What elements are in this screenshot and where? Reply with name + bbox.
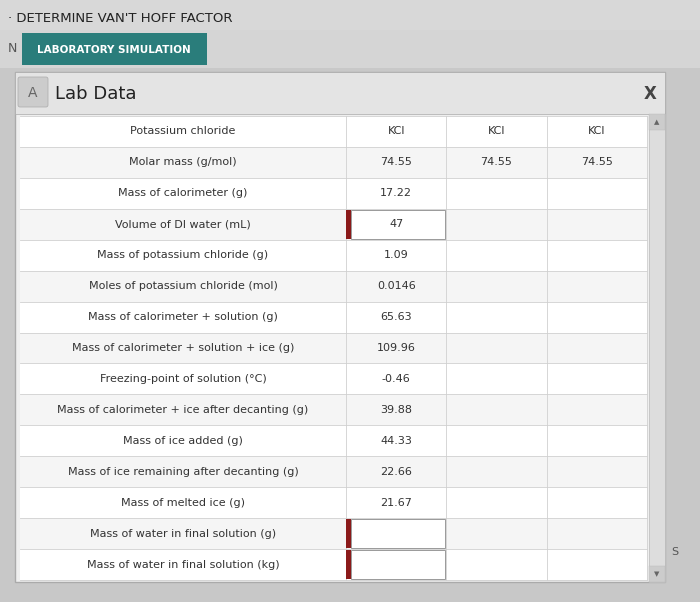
Text: 74.55: 74.55 bbox=[481, 157, 512, 167]
Text: 1.09: 1.09 bbox=[384, 250, 409, 260]
FancyBboxPatch shape bbox=[20, 178, 647, 209]
Text: X: X bbox=[643, 85, 657, 103]
Text: Mass of potassium chloride (g): Mass of potassium chloride (g) bbox=[97, 250, 269, 260]
FancyBboxPatch shape bbox=[18, 77, 48, 107]
Text: 22.66: 22.66 bbox=[380, 467, 412, 477]
Text: Volume of DI water (mL): Volume of DI water (mL) bbox=[115, 219, 251, 229]
Text: N: N bbox=[8, 43, 18, 55]
FancyBboxPatch shape bbox=[20, 426, 647, 456]
Text: Mass of calorimeter + solution (g): Mass of calorimeter + solution (g) bbox=[88, 312, 278, 322]
FancyBboxPatch shape bbox=[20, 240, 647, 271]
FancyBboxPatch shape bbox=[346, 550, 351, 579]
FancyBboxPatch shape bbox=[20, 147, 647, 178]
Text: Mass of ice remaining after decanting (g): Mass of ice remaining after decanting (g… bbox=[68, 467, 298, 477]
Text: Moles of potassium chloride (mol): Moles of potassium chloride (mol) bbox=[89, 281, 277, 291]
Text: 17.22: 17.22 bbox=[380, 188, 412, 198]
Text: · DETERMINE VAN'T HOFF FACTOR: · DETERMINE VAN'T HOFF FACTOR bbox=[8, 11, 232, 25]
FancyBboxPatch shape bbox=[20, 549, 647, 580]
FancyBboxPatch shape bbox=[0, 0, 700, 30]
FancyBboxPatch shape bbox=[20, 364, 647, 394]
Text: 0.0146: 0.0146 bbox=[377, 281, 416, 291]
Text: Mass of ice added (g): Mass of ice added (g) bbox=[123, 436, 243, 446]
FancyBboxPatch shape bbox=[20, 209, 647, 240]
Text: 21.67: 21.67 bbox=[380, 498, 412, 507]
FancyBboxPatch shape bbox=[649, 566, 665, 582]
Text: 74.55: 74.55 bbox=[380, 157, 412, 167]
FancyBboxPatch shape bbox=[15, 72, 665, 582]
Text: Mass of water in final solution (kg): Mass of water in final solution (kg) bbox=[87, 559, 279, 569]
Text: 44.33: 44.33 bbox=[380, 436, 412, 446]
Text: Mass of water in final solution (g): Mass of water in final solution (g) bbox=[90, 529, 276, 539]
FancyBboxPatch shape bbox=[351, 550, 445, 579]
FancyBboxPatch shape bbox=[346, 210, 351, 239]
Text: 47: 47 bbox=[389, 219, 403, 229]
Text: KCl: KCl bbox=[488, 126, 505, 137]
Text: 65.63: 65.63 bbox=[380, 312, 412, 322]
FancyBboxPatch shape bbox=[649, 114, 665, 582]
Text: -0.46: -0.46 bbox=[382, 374, 411, 384]
Text: Mass of calorimeter + solution + ice (g): Mass of calorimeter + solution + ice (g) bbox=[72, 343, 294, 353]
Text: Potassium chloride: Potassium chloride bbox=[130, 126, 236, 137]
Text: 109.96: 109.96 bbox=[377, 343, 416, 353]
Text: Mass of melted ice (g): Mass of melted ice (g) bbox=[121, 498, 245, 507]
FancyBboxPatch shape bbox=[20, 487, 647, 518]
FancyBboxPatch shape bbox=[0, 30, 700, 68]
Text: KCl: KCl bbox=[388, 126, 405, 137]
FancyBboxPatch shape bbox=[20, 332, 647, 364]
Text: 74.55: 74.55 bbox=[581, 157, 612, 167]
Text: KCl: KCl bbox=[588, 126, 606, 137]
Text: Molar mass (g/mol): Molar mass (g/mol) bbox=[130, 157, 237, 167]
Text: Freezing-point of solution (°C): Freezing-point of solution (°C) bbox=[99, 374, 267, 384]
Text: ▲: ▲ bbox=[654, 119, 659, 125]
Text: Lab Data: Lab Data bbox=[55, 85, 136, 103]
FancyBboxPatch shape bbox=[20, 116, 647, 147]
FancyBboxPatch shape bbox=[20, 456, 647, 487]
FancyBboxPatch shape bbox=[20, 394, 647, 426]
FancyBboxPatch shape bbox=[22, 33, 207, 65]
Text: LABORATORY SIMULATION: LABORATORY SIMULATION bbox=[37, 45, 191, 55]
FancyBboxPatch shape bbox=[351, 519, 445, 548]
Text: Mass of calorimeter + ice after decanting (g): Mass of calorimeter + ice after decantin… bbox=[57, 405, 309, 415]
FancyBboxPatch shape bbox=[20, 271, 647, 302]
Text: 39.88: 39.88 bbox=[380, 405, 412, 415]
FancyBboxPatch shape bbox=[20, 302, 647, 332]
FancyBboxPatch shape bbox=[20, 518, 647, 549]
FancyBboxPatch shape bbox=[346, 519, 351, 548]
FancyBboxPatch shape bbox=[649, 114, 665, 130]
FancyBboxPatch shape bbox=[351, 210, 445, 239]
Text: Mass of calorimeter (g): Mass of calorimeter (g) bbox=[118, 188, 248, 198]
Text: ▼: ▼ bbox=[654, 571, 659, 577]
Text: A: A bbox=[28, 86, 38, 100]
Text: S: S bbox=[671, 547, 678, 557]
FancyBboxPatch shape bbox=[15, 72, 665, 114]
